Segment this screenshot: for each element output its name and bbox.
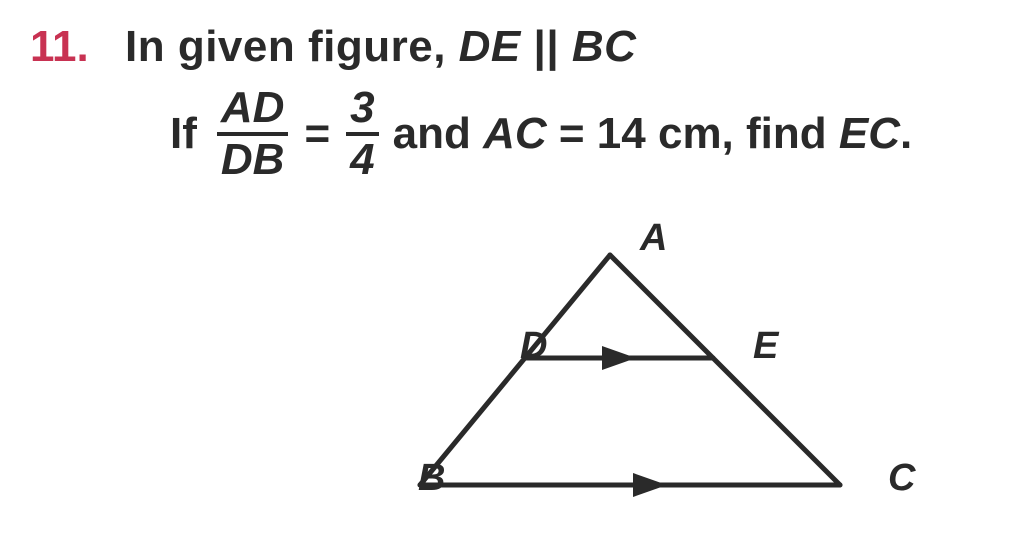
question-line-2: If AD DB = 3 4 and AC = 14 cm, find EC. (170, 86, 994, 182)
question-number: 11. (30, 22, 125, 72)
frac2-denominator: 4 (346, 132, 378, 182)
question-page: 11. In given figure, DE || BC If AD DB =… (0, 0, 1024, 537)
stem-prefix: In given figure, (125, 22, 459, 71)
vertex-label-b: B (418, 457, 445, 500)
fraction-3-4: 3 4 (346, 86, 378, 182)
vertex-label-a: A (640, 217, 667, 260)
parallel-symbol: || (521, 22, 572, 71)
vertex-label-d: D (520, 325, 547, 368)
tail-text: and AC = 14 cm, find EC. (393, 109, 913, 159)
parallel-lhs: DE (459, 22, 521, 71)
tail-eq: = 14 cm, find (547, 109, 839, 158)
tail-and: and (393, 109, 483, 158)
frac1-denominator: DB (217, 132, 289, 182)
tail-ec: EC (839, 109, 900, 158)
parallel-rhs: BC (572, 22, 637, 71)
frac2-numerator: 3 (346, 86, 378, 132)
fraction-ad-db: AD DB (217, 86, 289, 182)
vertex-label-e: E (753, 325, 778, 368)
question-stem: In given figure, DE || BC (125, 22, 636, 72)
tail-ac: AC (483, 109, 547, 158)
tail-dot: . (900, 109, 912, 158)
triangle-figure: A B C D E (360, 225, 880, 525)
if-word: If (170, 109, 197, 159)
frac1-numerator: AD (217, 86, 289, 132)
vertex-label-c: C (888, 457, 915, 500)
equals-1: = (304, 109, 330, 159)
question-line-1: 11. In given figure, DE || BC (30, 22, 994, 72)
